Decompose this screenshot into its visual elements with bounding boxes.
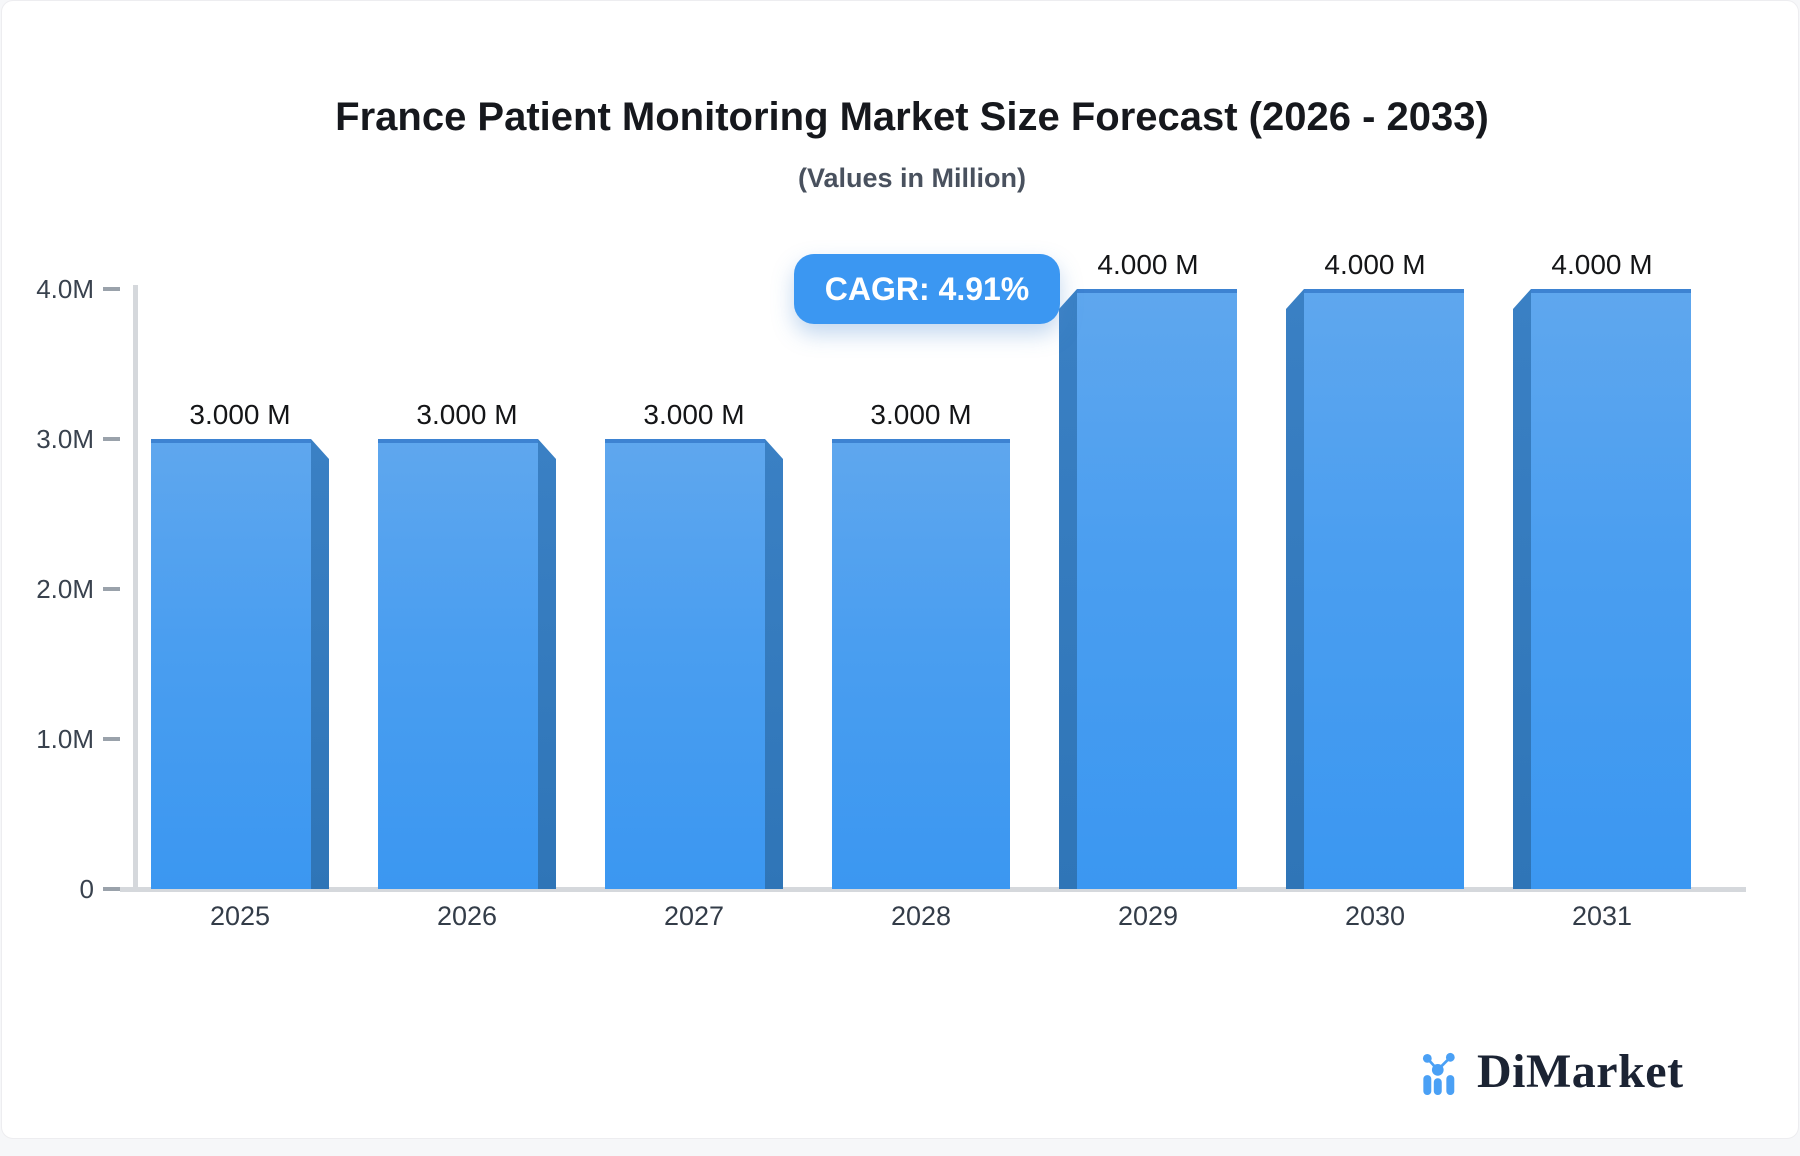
bar-value-label: 4.000 M — [1324, 249, 1426, 280]
cagr-badge: CAGR: 4.91% — [794, 254, 1060, 324]
y-tick-label: 1.0M — [36, 724, 94, 754]
y-tick-label: 4.0M — [36, 274, 94, 304]
y-tick-dash — [103, 287, 120, 291]
bar-2026 — [378, 439, 556, 889]
bar-depth-face — [1513, 289, 1531, 889]
bar-depth-face — [1286, 289, 1304, 889]
bar-2029 — [1059, 289, 1237, 889]
chart-subtitle: (Values in Million) — [797, 163, 1027, 193]
bar-group-2030: 4.000 M — [1286, 249, 1464, 889]
y-tick-dash — [103, 437, 120, 441]
x-tick-label-2031: 2031 — [1571, 901, 1633, 931]
bar-front-face — [1531, 289, 1691, 889]
bar-2031 — [1513, 289, 1691, 889]
bars-area: 3.000 M 3.000 M 3.000 M 3.000 M 4.000 M 4.000… — [151, 249, 1692, 889]
x-tick-label-2027: 2027 — [663, 901, 725, 931]
bar-line-chart-icon — [1422, 1052, 1455, 1095]
x-tick-label-2025: 2025 — [209, 901, 271, 931]
y-tick-dash — [103, 587, 120, 591]
bar-value-label: 4.000 M — [1097, 249, 1199, 280]
x-tick-label-2030: 2030 — [1344, 901, 1406, 931]
bar-depth-face — [765, 439, 783, 889]
bar-group-2029: 4.000 M — [1059, 249, 1237, 889]
y-tick-label: 3.0M — [36, 424, 94, 454]
bar-value-label: 3.000 M — [643, 399, 745, 430]
chart-title: France Patient Monitoring Market Size Fo… — [335, 95, 1489, 139]
bar-front-face — [378, 439, 538, 889]
bar-front-face — [1077, 289, 1237, 889]
bar-2027 — [605, 439, 783, 889]
y-tick-label: 0 — [79, 874, 94, 904]
bar-group-2027: 3.000 M — [605, 399, 783, 889]
bar-group-2031: 4.000 M — [1513, 249, 1691, 889]
bar-group-2026: 3.000 M — [378, 399, 556, 889]
brand-logo-text: DiMarket — [1477, 1044, 1684, 1098]
x-tick-label-2028: 2028 — [890, 901, 952, 931]
bar-value-label: 4.000 M — [1551, 249, 1653, 280]
bar-front-face — [151, 439, 311, 889]
y-tick-label: 2.0M — [36, 574, 94, 604]
bar-depth-face — [1059, 289, 1077, 889]
bar-2025 — [151, 439, 329, 889]
bar-group-2025: 3.000 M — [151, 399, 329, 889]
bar-value-label: 3.000 M — [416, 399, 518, 430]
x-axis-line — [120, 887, 1746, 892]
x-tick-label-2029: 2029 — [1117, 901, 1179, 931]
bar-depth-face — [311, 439, 329, 889]
bar-front-face — [605, 439, 765, 889]
bar-group-2028: 3.000 M — [832, 399, 1010, 889]
bar-value-label: 3.000 M — [870, 399, 972, 430]
bar-front-face — [1304, 289, 1464, 889]
y-tick-dash — [103, 737, 120, 741]
bar-2030 — [1286, 289, 1464, 889]
brand-logo: DiMarket — [1422, 1039, 1684, 1103]
y-axis-line — [133, 285, 138, 889]
bar-2028 — [832, 439, 1010, 889]
bar-depth-face — [538, 439, 556, 889]
bar-value-label: 3.000 M — [189, 399, 291, 430]
y-tick-dash — [103, 887, 120, 891]
x-tick-label-2026: 2026 — [436, 901, 498, 931]
bar-front-face — [832, 439, 1010, 889]
